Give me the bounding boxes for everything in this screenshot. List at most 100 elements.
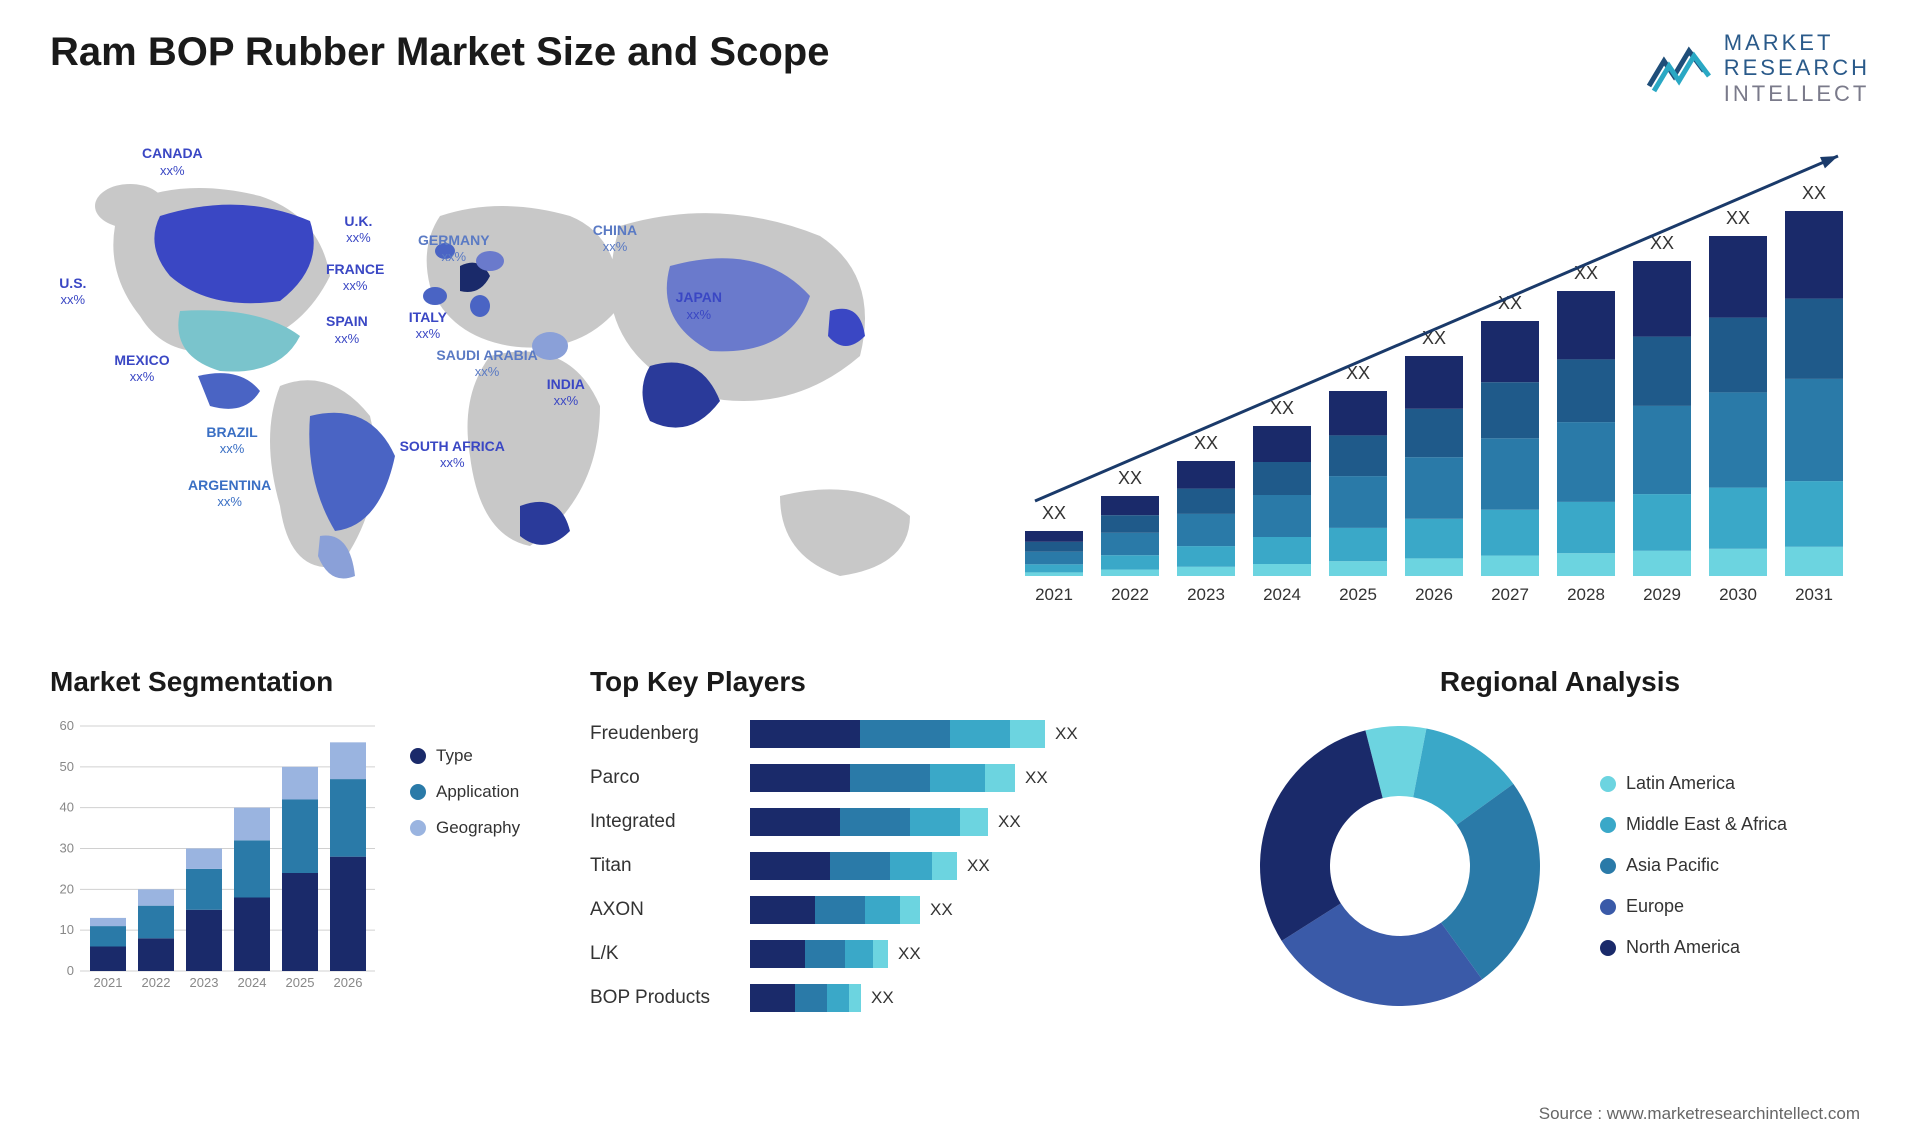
segmentation-title: Market Segmentation	[50, 666, 550, 698]
svg-text:2021: 2021	[94, 975, 123, 990]
page-title: Ram BOP Rubber Market Size and Scope	[50, 30, 829, 75]
svg-text:2022: 2022	[142, 975, 171, 990]
player-row: Titan XX	[590, 848, 1210, 884]
player-value: XX	[998, 812, 1021, 832]
svg-text:2027: 2027	[1491, 585, 1529, 604]
map-label-germany: GERMANYxx%	[418, 232, 490, 265]
svg-text:2023: 2023	[190, 975, 219, 990]
map-label-india: INDIAxx%	[547, 376, 585, 409]
svg-text:XX: XX	[1574, 263, 1598, 283]
svg-text:2031: 2031	[1795, 585, 1833, 604]
regional-legend-item: Middle East & Africa	[1600, 814, 1787, 835]
player-name: Titan	[590, 855, 740, 877]
svg-text:10: 10	[60, 922, 74, 937]
map-label-italy: ITALYxx%	[409, 309, 447, 342]
brand-logo: MARKET RESEARCH INTELLECT	[1644, 30, 1870, 106]
player-value: XX	[871, 988, 894, 1008]
map-label-saudi-arabia: SAUDI ARABIAxx%	[436, 347, 537, 380]
segmentation-section: Market Segmentation 0 10 20 30 40 50 60 2021 202…	[50, 666, 550, 1016]
svg-text:40: 40	[60, 800, 74, 815]
segmentation-legend-item: Type	[410, 746, 520, 766]
players-list: FreudenbergXXParcoXXIntegratedXXTitanXXA…	[590, 716, 1210, 1016]
player-value: XX	[1055, 724, 1078, 744]
svg-text:XX: XX	[1194, 433, 1218, 453]
regional-legend-item: Asia Pacific	[1600, 855, 1787, 876]
svg-text:XX: XX	[1042, 503, 1066, 523]
svg-text:XX: XX	[1802, 183, 1826, 203]
player-value: XX	[930, 900, 953, 920]
logo-line-3: INTELLECT	[1724, 81, 1870, 106]
player-bar: XX	[750, 852, 1210, 880]
svg-text:XX: XX	[1726, 208, 1750, 228]
growth-bar-chart: XX 2021 XX 2022 XX 2023 XX 2024 XX 2025 XX 2026 XX 20…	[1010, 136, 1870, 616]
player-bar: XX	[750, 764, 1210, 792]
player-name: BOP Products	[590, 987, 740, 1009]
svg-text:2025: 2025	[1339, 585, 1377, 604]
svg-text:2025: 2025	[286, 975, 315, 990]
player-bar: XX	[750, 940, 1210, 968]
map-label-canada: CANADAxx%	[142, 145, 203, 178]
regional-legend-item: Latin America	[1600, 773, 1787, 794]
svg-text:2026: 2026	[334, 975, 363, 990]
svg-text:2024: 2024	[1263, 585, 1301, 604]
regional-title: Regional Analysis	[1250, 666, 1870, 698]
svg-text:50: 50	[60, 759, 74, 774]
regional-donut	[1250, 716, 1550, 1016]
map-label-u-k-: U.K.xx%	[344, 213, 372, 246]
logo-line-1: MARKET	[1724, 30, 1870, 55]
player-name: Parco	[590, 767, 740, 789]
player-value: XX	[967, 856, 990, 876]
map-label-mexico: MEXICOxx%	[114, 352, 169, 385]
segmentation-legend: Type Application Geography	[410, 716, 520, 838]
regional-legend-item: North America	[1600, 937, 1787, 958]
svg-text:XX: XX	[1270, 398, 1294, 418]
svg-text:2022: 2022	[1111, 585, 1149, 604]
player-value: XX	[898, 944, 921, 964]
svg-text:2023: 2023	[1187, 585, 1225, 604]
logo-line-2: RESEARCH	[1724, 55, 1870, 80]
player-name: AXON	[590, 899, 740, 921]
map-label-south-africa: SOUTH AFRICAxx%	[400, 438, 505, 471]
players-title: Top Key Players	[590, 666, 1210, 698]
svg-text:2024: 2024	[238, 975, 267, 990]
map-label-argentina: ARGENTINAxx%	[188, 477, 271, 510]
segmentation-chart: 0 10 20 30 40 50 60 2021 2022 2023 2024 2025 2026	[50, 716, 380, 996]
svg-text:2029: 2029	[1643, 585, 1681, 604]
player-bar: XX	[750, 808, 1210, 836]
player-bar: XX	[750, 720, 1210, 748]
svg-text:2028: 2028	[1567, 585, 1605, 604]
svg-text:30: 30	[60, 840, 74, 855]
svg-text:60: 60	[60, 718, 74, 733]
key-players-section: Top Key Players FreudenbergXXParcoXXInte…	[590, 666, 1210, 1016]
map-label-france: FRANCExx%	[326, 261, 384, 294]
map-label-china: CHINAxx%	[593, 222, 637, 255]
source-text: Source : www.marketresearchintellect.com	[1539, 1104, 1860, 1124]
player-row: Parco XX	[590, 760, 1210, 796]
regional-legend-item: Europe	[1600, 896, 1787, 917]
svg-text:0: 0	[67, 963, 74, 978]
svg-text:20: 20	[60, 881, 74, 896]
regional-legend: Latin America Middle East & Africa Asia Pa…	[1600, 773, 1787, 958]
player-name: L/K	[590, 943, 740, 965]
map-label-japan: JAPANxx%	[676, 289, 722, 322]
player-name: Integrated	[590, 811, 740, 833]
map-label-u-s-: U.S.xx%	[59, 275, 86, 308]
player-row: BOP Products XX	[590, 980, 1210, 1016]
player-row: AXON XX	[590, 892, 1210, 928]
world-map: CANADAxx% U.S.xx% MEXICOxx% BRAZILxx% ARGENT…	[50, 136, 970, 616]
svg-text:2030: 2030	[1719, 585, 1757, 604]
map-label-spain: SPAINxx%	[326, 313, 368, 346]
player-bar: XX	[750, 896, 1210, 924]
svg-text:2026: 2026	[1415, 585, 1453, 604]
svg-text:2021: 2021	[1035, 585, 1073, 604]
player-row: Integrated XX	[590, 804, 1210, 840]
player-bar: XX	[750, 984, 1210, 1012]
player-value: XX	[1025, 768, 1048, 788]
player-row: L/K XX	[590, 936, 1210, 972]
svg-text:XX: XX	[1118, 468, 1142, 488]
segmentation-legend-item: Geography	[410, 818, 520, 838]
map-label-brazil: BRAZILxx%	[206, 424, 257, 457]
regional-section: Regional Analysis Latin America Middle Ea…	[1250, 666, 1870, 1016]
player-row: FreudenbergXX	[590, 716, 1210, 752]
segmentation-legend-item: Application	[410, 782, 520, 802]
